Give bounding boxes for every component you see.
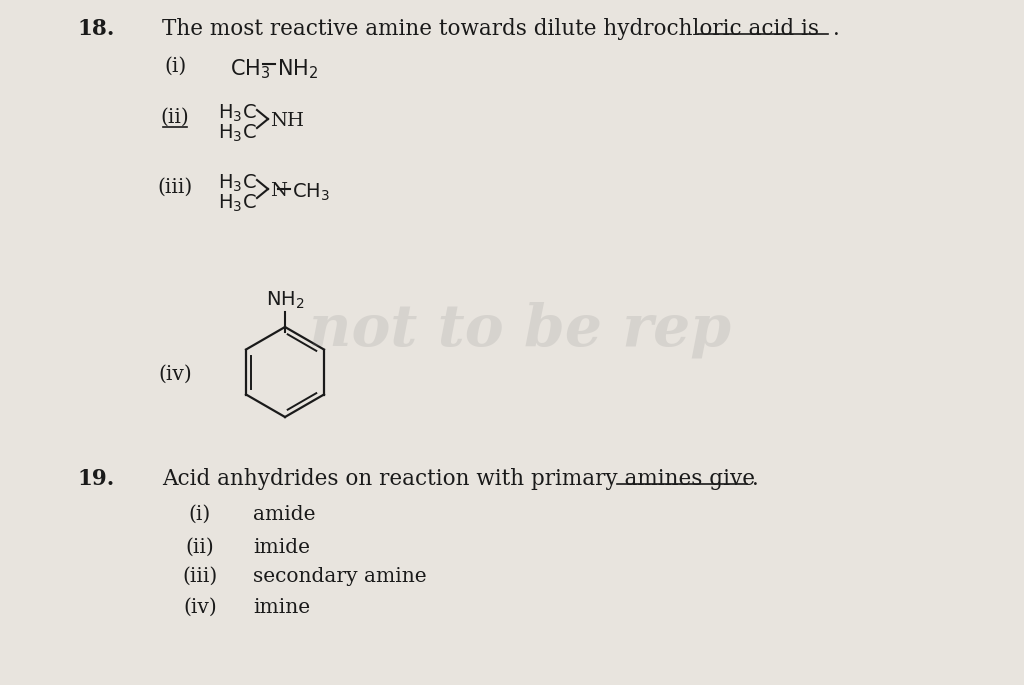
Text: $\mathrm{H_3C}$: $\mathrm{H_3C}$: [218, 173, 257, 195]
Text: $\mathrm{NH_2}$: $\mathrm{NH_2}$: [265, 290, 304, 311]
Text: $\mathrm{H_3C}$: $\mathrm{H_3C}$: [218, 193, 257, 214]
Text: $\mathrm{CH_3}$: $\mathrm{CH_3}$: [292, 182, 330, 203]
Text: (i): (i): [188, 505, 211, 524]
Text: (i): (i): [164, 57, 186, 76]
Text: 19.: 19.: [78, 468, 115, 490]
Text: (iv): (iv): [183, 598, 217, 617]
Text: imide: imide: [253, 538, 310, 557]
Text: $\mathrm{NH_2}$: $\mathrm{NH_2}$: [278, 57, 318, 81]
Text: $\mathrm{H_3C}$: $\mathrm{H_3C}$: [218, 123, 257, 145]
Text: not to be rep: not to be rep: [309, 302, 731, 358]
Text: .: .: [752, 468, 759, 490]
Text: (iv): (iv): [158, 365, 191, 384]
Text: $\mathrm{H_3C}$: $\mathrm{H_3C}$: [218, 103, 257, 124]
Text: amide: amide: [253, 505, 315, 524]
Text: secondary amine: secondary amine: [253, 567, 427, 586]
Text: The most reactive amine towards dilute hydrochloric acid is: The most reactive amine towards dilute h…: [162, 18, 819, 40]
Text: N: N: [270, 182, 287, 200]
Text: (ii): (ii): [161, 108, 189, 127]
Text: (ii): (ii): [185, 538, 214, 557]
Text: (iii): (iii): [158, 177, 193, 197]
Text: $\mathrm{CH_3}$: $\mathrm{CH_3}$: [230, 57, 270, 81]
Text: imine: imine: [253, 598, 310, 617]
Text: Acid anhydrides on reaction with primary amines give: Acid anhydrides on reaction with primary…: [162, 468, 755, 490]
Text: 18.: 18.: [78, 18, 115, 40]
Text: (iii): (iii): [182, 567, 218, 586]
Text: .: .: [833, 18, 840, 40]
Text: NH: NH: [270, 112, 304, 130]
